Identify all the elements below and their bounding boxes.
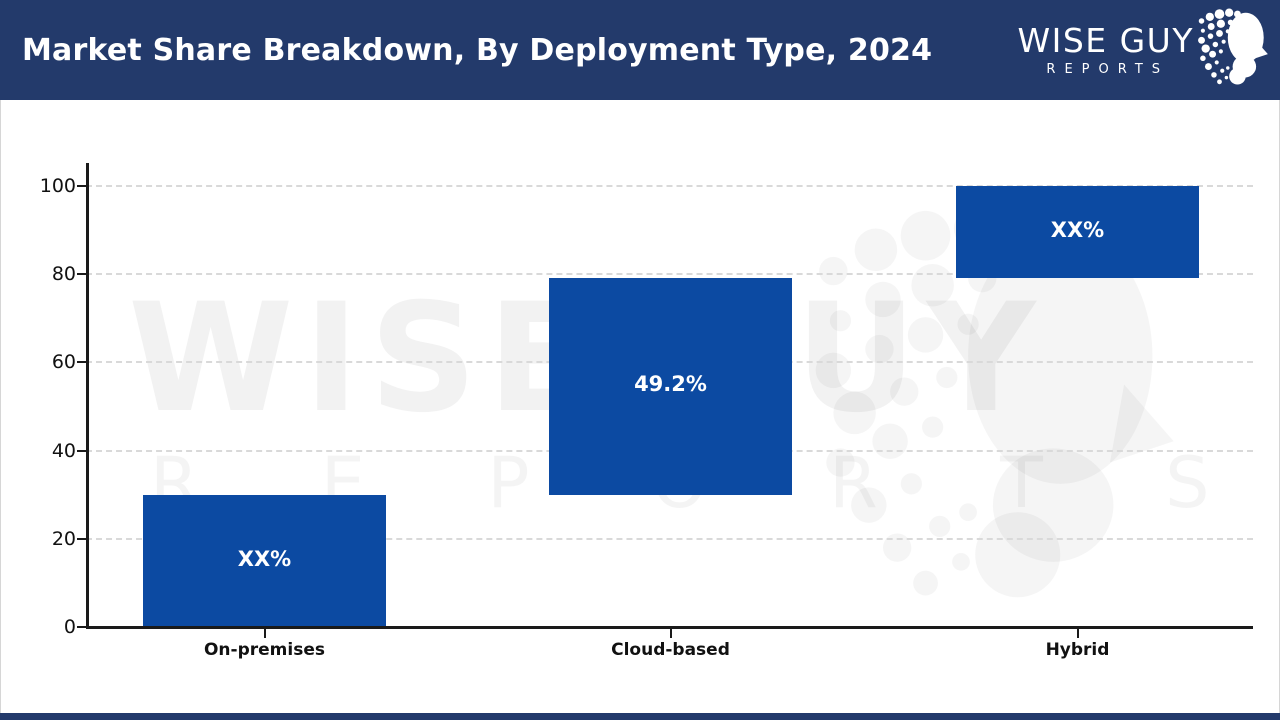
y-tick-60 — [77, 361, 86, 364]
gridline-80 — [86, 273, 1253, 276]
bar-hybrid — [956, 186, 1199, 278]
gridline-100 — [86, 185, 1253, 187]
x-axis-line — [86, 626, 1253, 629]
y-tick-0 — [77, 626, 86, 628]
y-tick-label-80: 80 — [51, 263, 76, 286]
y-tick-20 — [77, 537, 86, 540]
bar-value-label: XX% — [1050, 217, 1105, 242]
gridline-20 — [86, 537, 1253, 540]
bar-cloud-based — [549, 277, 792, 495]
y-tick-label-40: 40 — [51, 439, 76, 462]
logo-text: WISE GUY REPORTS — [1017, 24, 1194, 77]
wise-guy-reports-logo: WISE GUY REPORTS — [1017, 0, 1272, 100]
y-axis-line — [86, 163, 89, 629]
y-tick-40 — [77, 449, 86, 452]
bar-on-premises — [143, 494, 386, 627]
y-tick-label-60: 60 — [51, 351, 76, 374]
bar-value-label: 49.2% — [634, 372, 707, 397]
bar-value-label: XX% — [237, 546, 292, 571]
x-category-label: Cloud-based — [611, 640, 730, 660]
x-category-label: On-premises — [203, 640, 325, 660]
header-band: Market Share Breakdown, By Deployment Ty… — [0, 0, 1280, 100]
logo-wordmark: WISE GUY — [1017, 20, 1194, 60]
y-tick-label-20: 20 — [51, 527, 76, 550]
page-title: Market Share Breakdown, By Deployment Ty… — [22, 32, 933, 68]
x-category-label: Hybrid — [1045, 640, 1110, 660]
x-tick-2 — [1076, 628, 1079, 638]
x-tick-1 — [669, 628, 672, 638]
x-tick-0 — [263, 628, 266, 638]
logo-face-icon — [1198, 8, 1268, 85]
y-tick-label-0: 0 — [63, 616, 76, 638]
y-tick-100 — [77, 185, 86, 187]
y-tick-label-100: 100 — [39, 175, 76, 197]
footer-band — [0, 713, 1280, 720]
y-tick-80 — [77, 273, 86, 276]
logo-subtitle: REPORTS — [1046, 61, 1170, 77]
